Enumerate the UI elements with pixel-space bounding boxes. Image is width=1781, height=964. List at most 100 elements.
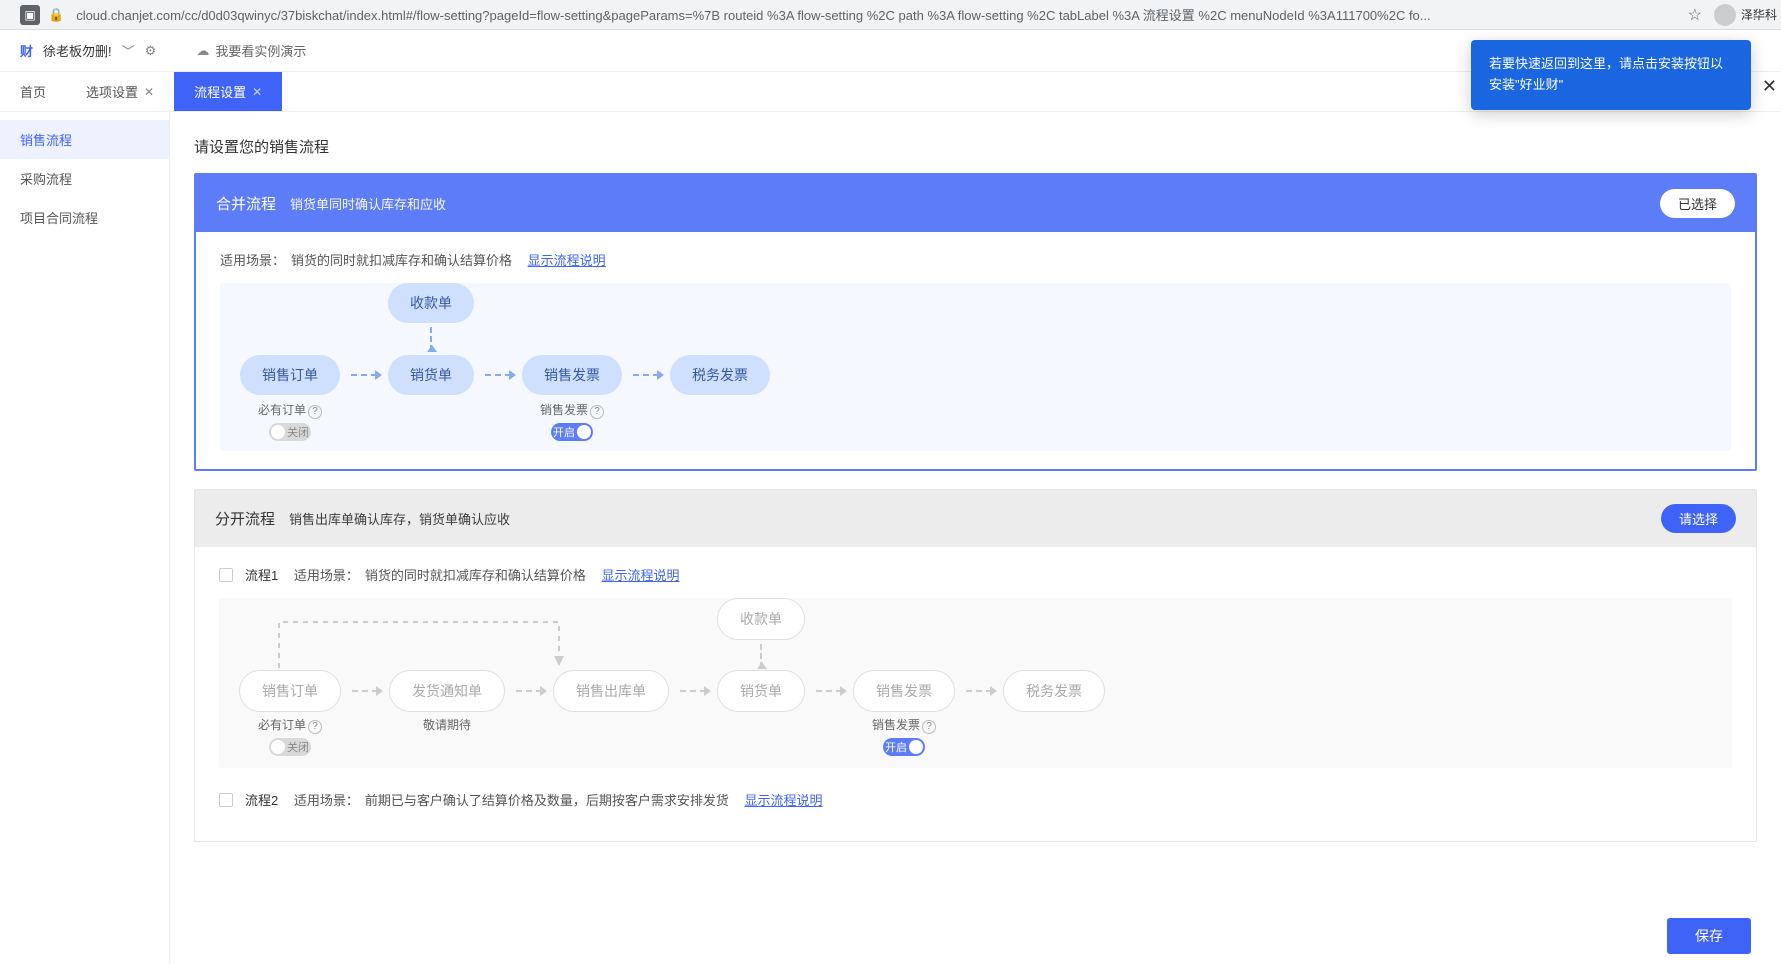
help-icon[interactable]: ? (308, 720, 322, 734)
node-receipt: 收款单 (717, 598, 805, 640)
close-icon[interactable]: ✕ (144, 85, 154, 99)
tab-option-settings[interactable]: 选项设置 ✕ (66, 72, 174, 111)
node-sales-invoice: 销售发票 (522, 355, 622, 395)
browser-address-bar: ▣ 🔒 cloud.chanjet.com/cc/d0d03qwinyc/37b… (0, 0, 1781, 30)
content-area: 请设置您的销售流程 合并流程 销货单同时确认库存和应收 已选择 适用场景： 销货… (170, 112, 1781, 964)
split-flow-title: 分开流程 (215, 508, 275, 529)
install-hint-bubble: 若要快速返回到这里，请点击安装按钮以安装"好业财" (1471, 40, 1751, 110)
process1-diagram: 销售订单 必有订单? 关闭 发货通知单 敬请期待 (219, 598, 1732, 768)
profile-avatar[interactable] (1714, 4, 1736, 26)
arrow-icon (340, 374, 388, 376)
toggle-order-required[interactable]: 关闭 (269, 423, 311, 441)
under-label-coming-soon: 敬请期待 (387, 716, 507, 733)
process2-scenario-line: 流程2 适用场景： 前期已与客户确认了结算价格及数量，后期按客户需求安排发货 显… (219, 790, 1732, 809)
org-selector-label[interactable]: 徐老板勿删! (43, 41, 112, 60)
arrow-icon (805, 690, 853, 692)
node-sales-delivery: 销货单 (388, 355, 474, 395)
demo-link[interactable]: ☁ 我要看实例演示 (196, 41, 306, 60)
merge-scenario-line: 适用场景： 销货的同时就扣减库存和确认结算价格 显示流程说明 (220, 250, 1731, 269)
scenario-prefix: 适用场景： (294, 565, 359, 584)
split-flow-select-button[interactable]: 请选择 (1661, 504, 1736, 533)
arrow-icon (505, 690, 553, 692)
show-flow-desc-link[interactable]: 显示流程说明 (745, 790, 823, 809)
scenario-text: 前期已与客户确认了结算价格及数量，后期按客户需求安排发货 (365, 790, 729, 809)
show-flow-desc-link[interactable]: 显示流程说明 (602, 565, 680, 584)
save-button[interactable]: 保存 (1667, 918, 1751, 954)
demo-link-label: 我要看实例演示 (215, 41, 306, 60)
toggle-sales-invoice[interactable]: 开启 (551, 423, 593, 441)
process2-label: 流程2 (245, 790, 278, 809)
sidebar: 销售流程 采购流程 项目合同流程 (0, 112, 170, 964)
cloud-icon: ☁ (196, 43, 209, 59)
scenario-prefix: 适用场景： (220, 250, 285, 269)
arrow-up-icon (760, 644, 762, 668)
arrow-up-icon (430, 327, 432, 351)
node-receipt: 收款单 (388, 283, 474, 323)
return-path-arrow (239, 612, 599, 676)
split-flow-header: 分开流程 销售出库单确认库存，销货单确认应收 请选择 (195, 490, 1756, 547)
process1-scenario-line: 流程1 适用场景： 销货的同时就扣减库存和确认结算价格 显示流程说明 (219, 565, 1732, 584)
sidebar-item-project-contract-flow[interactable]: 项目合同流程 (0, 198, 169, 237)
close-icon[interactable]: ✕ (1762, 76, 1777, 97)
node-sales-order: 销售订单 (240, 355, 340, 395)
chevron-down-icon[interactable]: ﹀ (122, 41, 135, 60)
process1-label: 流程1 (245, 565, 278, 584)
arrow-icon (955, 690, 1003, 692)
merge-flow-diagram: 销售订单 必有订单? 关闭 销货单 收款单 (220, 283, 1731, 451)
split-flow-card: 分开流程 销售出库单确认库存，销货单确认应收 请选择 流程1 适用场景： 销货的… (194, 489, 1757, 842)
tab-home[interactable]: 首页 (0, 72, 66, 111)
save-bar: 保存 (1637, 908, 1781, 964)
node-sales-outbound: 销售出库单 (553, 670, 669, 712)
node-sales-invoice: 销售发票 (853, 670, 955, 712)
truncated-title-fragment: 泽华科 (1741, 0, 1777, 29)
merge-flow-subtitle: 销货单同时确认库存和应收 (290, 194, 446, 213)
under-label-sales-invoice: 销售发票? 开启 (844, 716, 964, 756)
branch-up-receipt: 收款单 (388, 283, 474, 351)
install-hint-text: 若要快速返回到这里，请点击安装按钮以安装"好业财" (1489, 56, 1723, 92)
toggle-order-required[interactable]: 关闭 (269, 738, 311, 756)
node-tax-invoice: 税务发票 (1003, 670, 1105, 712)
node-sales-order: 销售订单 (239, 670, 341, 712)
merge-flow-header: 合并流程 销货单同时确认库存和应收 已选择 (196, 175, 1755, 232)
site-lock-icon: ▣ (20, 5, 40, 25)
node-delivery-notice: 发货通知单 (389, 670, 505, 712)
app-logo-text: 财 (20, 41, 33, 60)
arrow-icon (622, 374, 670, 376)
sidebar-item-sales-flow[interactable]: 销售流程 (0, 120, 169, 159)
tab-home-label: 首页 (20, 82, 46, 101)
help-icon[interactable]: ? (590, 405, 604, 419)
split-flow-subtitle: 销售出库单确认库存，销货单确认应收 (289, 509, 510, 528)
scenario-text: 销货的同时就扣减库存和确认结算价格 (291, 250, 512, 269)
merge-flow-title: 合并流程 (216, 193, 276, 214)
workspace: 销售流程 采购流程 项目合同流程 请设置您的销售流程 合并流程 销货单同时确认库… (0, 112, 1781, 964)
tab-flow-label: 流程设置 (194, 82, 246, 101)
branch-up-receipt: 收款单 (717, 598, 805, 668)
arrow-icon (474, 374, 522, 376)
help-icon[interactable]: ? (308, 405, 322, 419)
help-icon[interactable]: ? (922, 720, 936, 734)
gear-icon[interactable]: ⚙ (145, 43, 157, 59)
node-sales-delivery: 销货单 (717, 670, 805, 712)
tab-flow-settings[interactable]: 流程设置 ✕ (174, 72, 282, 111)
close-icon[interactable]: ✕ (252, 85, 262, 99)
under-label-order-required: 必有订单? 关闭 (230, 716, 350, 757)
lock-icon: 🔒 (48, 7, 64, 23)
toggle-sales-invoice[interactable]: 开启 (883, 738, 925, 756)
scenario-text: 销货的同时就扣减库存和确认结算价格 (365, 565, 586, 584)
scenario-prefix: 适用场景： (294, 790, 359, 809)
process1-checkbox[interactable] (219, 568, 233, 582)
url-text: cloud.chanjet.com/cc/d0d03qwinyc/37biskc… (76, 5, 1675, 24)
node-tax-invoice: 税务发票 (670, 355, 770, 395)
bookmark-star-icon[interactable]: ☆ (1688, 5, 1702, 25)
arrow-icon (669, 690, 717, 692)
merge-flow-selected-button[interactable]: 已选择 (1660, 189, 1735, 218)
show-flow-desc-link[interactable]: 显示流程说明 (528, 250, 606, 269)
page-title: 请设置您的销售流程 (194, 136, 1757, 157)
sidebar-item-purchase-flow[interactable]: 采购流程 (0, 159, 169, 198)
process2-checkbox[interactable] (219, 793, 233, 807)
arrow-icon (341, 690, 389, 692)
under-label-sales-invoice: 销售发票? 开启 (512, 401, 632, 441)
merge-flow-card: 合并流程 销货单同时确认库存和应收 已选择 适用场景： 销货的同时就扣减库存和确… (194, 173, 1757, 471)
under-label-order-required: 必有订单? 关闭 (230, 401, 350, 442)
tab-option-label: 选项设置 (86, 82, 138, 101)
